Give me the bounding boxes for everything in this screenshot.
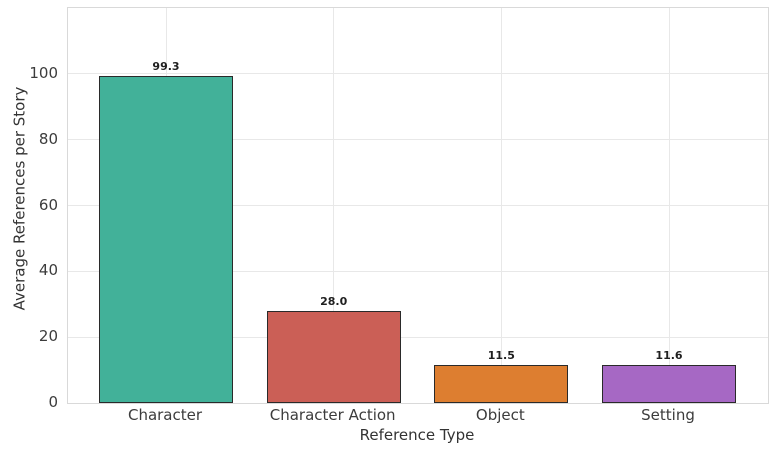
y-tick-label: 80 [38, 129, 58, 148]
x-tick-label: Object [475, 406, 525, 424]
y-tick-label: 40 [38, 261, 58, 280]
bar-setting [602, 364, 736, 403]
grid-line-vertical [333, 8, 335, 403]
grid-line-horizontal [68, 336, 768, 338]
bar-character [99, 76, 233, 403]
grid-line-horizontal [68, 73, 768, 75]
bar-character-action [266, 310, 401, 403]
grid-line-vertical [668, 8, 670, 403]
y-tick-label: 20 [38, 327, 58, 346]
x-tick-label: Character Action [269, 406, 396, 424]
y-tick-label: 100 [29, 63, 58, 82]
x-tick-label: Setting [641, 406, 695, 424]
bar-value-label: 11.6 [655, 348, 683, 362]
grid-line-horizontal [68, 205, 768, 206]
bar-value-label: 99.3 [152, 60, 180, 74]
y-tick-label: 0 [48, 393, 58, 411]
bar-value-label: 11.5 [487, 349, 515, 363]
x-tick-label: Character [127, 406, 203, 424]
bar-value-label: 28.0 [320, 294, 348, 308]
grid-line-vertical [500, 8, 502, 403]
grid-line-horizontal [68, 139, 768, 141]
bar-object [434, 365, 569, 403]
x-axis-label: Reference Type [359, 426, 475, 444]
grid-line-horizontal [68, 270, 768, 272]
plot-area: 99.3 28.0 11.5 11.6 [67, 7, 769, 404]
y-tick-label: 60 [38, 195, 58, 214]
